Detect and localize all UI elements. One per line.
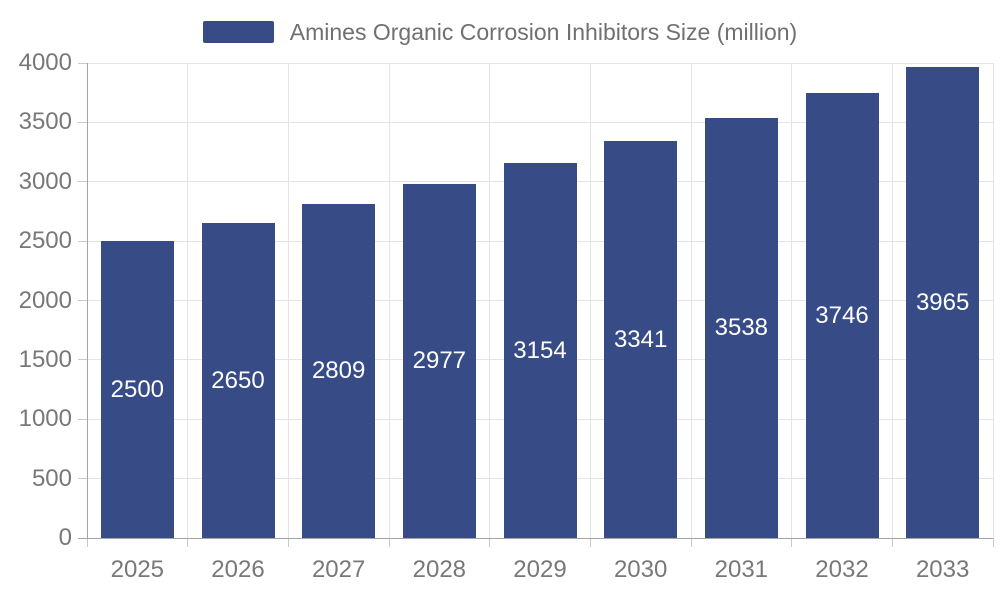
x-axis-label: 2032 xyxy=(815,556,869,583)
y-axis-label: 2500 xyxy=(18,227,72,255)
x-gridline xyxy=(891,63,893,538)
x-axis-line xyxy=(78,538,993,539)
x-gridline xyxy=(589,63,591,538)
y-gridline xyxy=(87,62,993,64)
y-tick xyxy=(78,240,87,242)
y-axis-label: 0 xyxy=(58,524,72,551)
legend-swatch-icon xyxy=(202,21,274,43)
x-axis-label: 2026 xyxy=(211,556,265,583)
x-tick xyxy=(891,538,893,547)
x-axis-label: 2030 xyxy=(613,556,668,583)
x-tick xyxy=(187,538,189,547)
bar-value-label: 2977 xyxy=(412,347,467,375)
bar[interactable]: 3341 xyxy=(604,141,678,538)
y-tick xyxy=(78,300,87,301)
y-axis-label: 1500 xyxy=(18,345,72,373)
x-tick xyxy=(287,538,289,547)
bar-value-label: 3341 xyxy=(613,325,668,353)
bar-value-label: 2650 xyxy=(211,366,265,394)
bar-value-label: 3154 xyxy=(513,336,567,364)
legend-item[interactable]: Amines Organic Corrosion Inhibitors Size… xyxy=(0,19,1000,45)
x-axis-label: 2027 xyxy=(311,556,366,583)
y-axis-label: 1000 xyxy=(18,405,72,433)
x-tick xyxy=(992,538,994,547)
y-tick xyxy=(78,181,87,183)
bar-value-label: 3538 xyxy=(714,313,769,341)
y-tick xyxy=(78,62,87,64)
x-tick xyxy=(690,538,692,547)
y-axis-label: 4000 xyxy=(18,49,72,76)
x-axis-label: 2029 xyxy=(513,556,567,583)
bar[interactable]: 3538 xyxy=(704,117,778,538)
y-axis-label: 3500 xyxy=(18,108,72,136)
x-axis-label: 2031 xyxy=(714,556,769,583)
x-tick xyxy=(791,538,793,547)
x-axis-label: 2025 xyxy=(110,556,165,583)
y-axis-label: 500 xyxy=(31,464,72,492)
x-tick xyxy=(388,538,390,547)
bar[interactable]: 3154 xyxy=(503,163,577,538)
x-gridline xyxy=(388,63,390,538)
bar-value-label: 2809 xyxy=(311,357,366,385)
y-tick xyxy=(78,121,87,123)
y-axis-label: 3000 xyxy=(18,167,72,195)
x-axis-label: 2028 xyxy=(412,556,467,583)
x-gridline xyxy=(489,63,491,538)
bar[interactable]: 2650 xyxy=(201,223,275,538)
x-gridline xyxy=(992,63,994,538)
y-tick xyxy=(78,478,87,480)
x-gridline xyxy=(187,63,189,538)
bar[interactable]: 2500 xyxy=(100,241,174,538)
y-axis-label: 2000 xyxy=(18,286,72,314)
x-gridline xyxy=(791,63,793,538)
y-axis-line xyxy=(86,63,88,539)
legend-label: Amines Organic Corrosion Inhibitors Size… xyxy=(289,18,798,45)
x-gridline xyxy=(690,63,692,538)
bar-value-label: 3746 xyxy=(815,301,869,329)
bar[interactable]: 2977 xyxy=(402,184,476,538)
bar-value-label: 2500 xyxy=(110,375,165,403)
x-axis-label: 2033 xyxy=(915,556,970,583)
x-gridline xyxy=(287,63,289,538)
x-tick xyxy=(86,538,88,547)
bar[interactable]: 2809 xyxy=(302,204,376,538)
bar-value-label: 3965 xyxy=(915,288,970,316)
bar[interactable]: 3746 xyxy=(805,93,879,538)
bar[interactable]: 3965 xyxy=(906,67,980,538)
y-tick xyxy=(78,418,87,420)
y-gridline xyxy=(87,121,993,123)
y-tick xyxy=(78,359,87,361)
x-tick xyxy=(589,538,591,547)
x-tick xyxy=(489,538,491,547)
